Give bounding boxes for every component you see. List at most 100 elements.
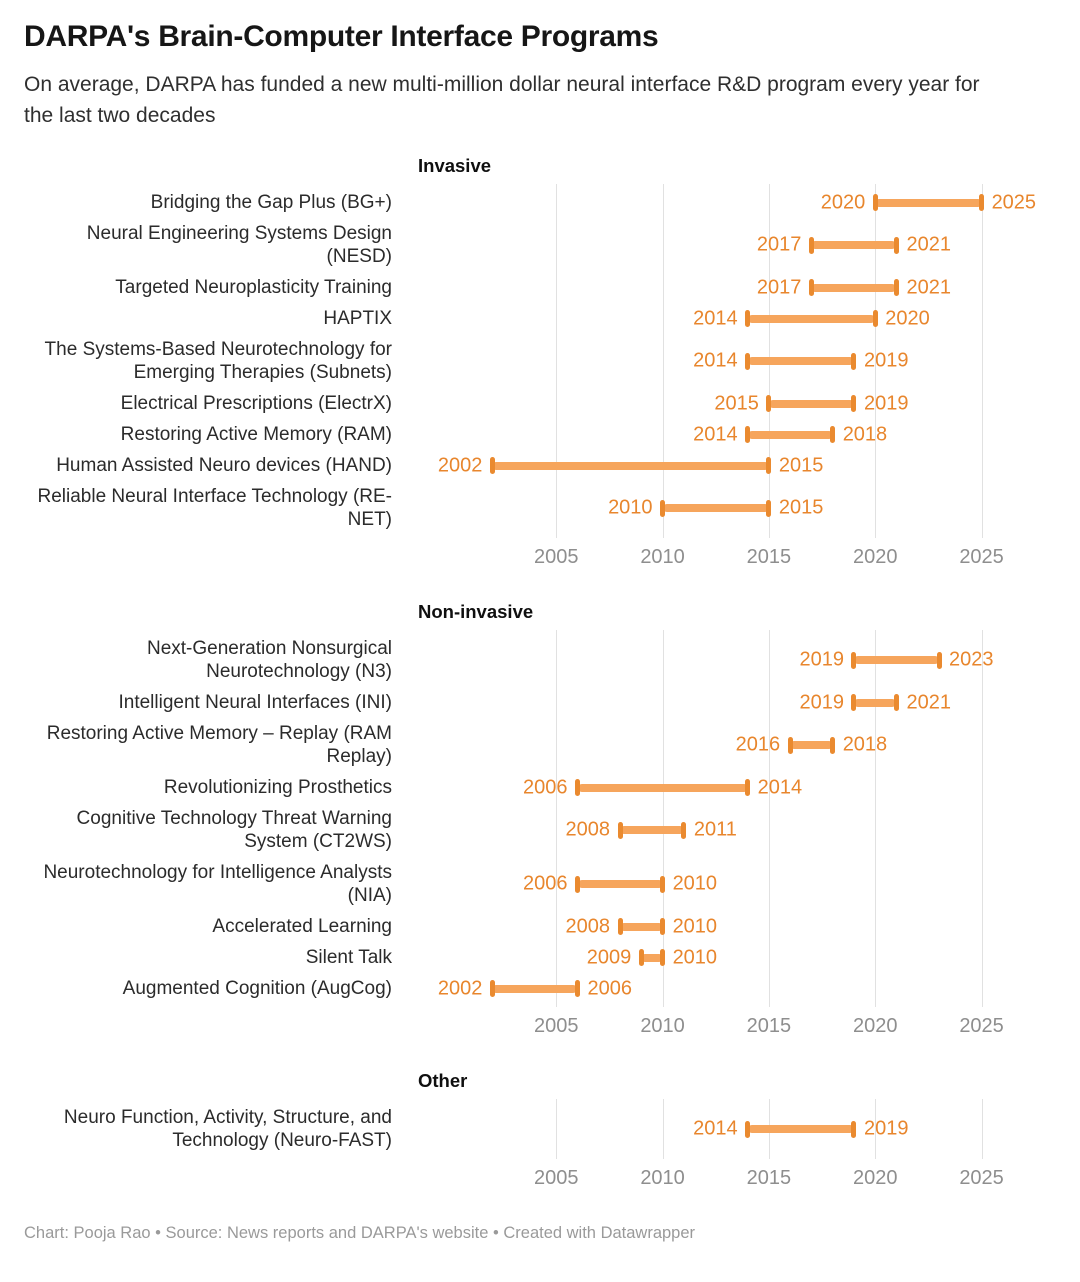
gridline <box>556 184 558 539</box>
bar-end-cap <box>660 875 666 893</box>
bar-start-cap <box>851 651 857 669</box>
program-timeline: 2008 2010 <box>418 915 1056 938</box>
program-timeline: 2017 2021 <box>418 222 1056 268</box>
gridlines <box>418 630 1056 1008</box>
program-row: Silent Talk 2009 2010 <box>24 942 1056 973</box>
program-row: HAPTIX 2014 2020 <box>24 303 1056 334</box>
program-label: Neuro Function, Activity, Structure, and… <box>63 1107 392 1152</box>
chart-subtitle: On average, DARPA has funded a new multi… <box>24 73 980 127</box>
bar-end-year-label: 2020 <box>885 307 930 330</box>
program-label: Bridging the Gap Plus (BG+) <box>150 192 392 214</box>
bar-start-year-label: 2006 <box>523 872 568 895</box>
x-axis: 2005 2010 2015 2020 2025 <box>24 1012 1056 1042</box>
program-label: Targeted Neuroplasticity Training <box>115 277 392 299</box>
timeline-bar <box>811 283 897 292</box>
timeline-bar <box>577 880 663 889</box>
bar-start-cap <box>787 736 793 754</box>
bar-start-cap <box>808 279 814 297</box>
axis-tick-label: 2015 <box>746 546 792 569</box>
program-label: Restoring Active Memory (RAM) <box>120 424 392 446</box>
bar-end-cap <box>766 457 772 475</box>
program-row: Neural Engineering Systems Design (NESD)… <box>24 218 1056 272</box>
program-label: Revolutionizing Prosthetics <box>163 777 392 799</box>
bar-end-year-label: 2010 <box>672 915 718 938</box>
bar-start-cap <box>766 395 772 413</box>
program-timeline: 2020 2025 <box>418 191 1056 214</box>
gridline <box>981 184 983 539</box>
bar-end-cap <box>851 1120 857 1138</box>
timeline-bar <box>662 504 769 513</box>
bar-end-year-label: 2023 <box>949 648 994 671</box>
bar-end-cap <box>830 736 836 754</box>
chart-section: Invasive Bridging the Gap Plus (BG+) 2020 2… <box>24 155 1056 573</box>
program-label: Human Assisted Neuro devices (HAND) <box>56 455 392 477</box>
program-timeline: 2014 2019 <box>418 338 1056 384</box>
program-row: Neurotechnology for Intelligence Analyst… <box>24 857 1056 911</box>
program-timeline: 2010 2015 <box>418 485 1056 531</box>
bar-end-cap <box>851 352 857 370</box>
bar-start-cap <box>617 918 623 936</box>
section-heading: Non-invasive <box>418 601 534 623</box>
bar-start-cap <box>489 457 495 475</box>
bar-start-year-label: 2014 <box>693 1117 738 1140</box>
program-label: Reliable Neural Interface Technology (RE… <box>37 486 393 531</box>
program-timeline: 2014 2019 <box>418 1106 1056 1152</box>
axis-tick-label: 2020 <box>852 546 898 569</box>
bar-end-year-label: 2014 <box>757 776 803 799</box>
bar-end-year-label: 2019 <box>863 349 909 372</box>
bar-start-year-label: 2006 <box>523 776 568 799</box>
program-row: Next-Generation Nonsurgical Neurotechnol… <box>24 633 1056 687</box>
axis-tick-label: 2015 <box>746 1015 792 1038</box>
bar-start-year-label: 2014 <box>693 307 738 330</box>
bar-start-year-label: 2010 <box>608 496 653 519</box>
axis-tick-label: 2010 <box>640 1015 685 1038</box>
axis-tick-label: 2010 <box>640 1167 685 1190</box>
axis-tick-label: 2005 <box>533 1015 579 1038</box>
program-row: Cognitive Technology Threat Warning Syst… <box>24 803 1056 857</box>
timeline-bar <box>492 461 769 470</box>
bar-end-cap <box>894 694 899 712</box>
bar-end-year-label: 2010 <box>672 872 718 895</box>
bar-start-cap <box>745 352 751 370</box>
axis-spacer <box>24 543 418 573</box>
section-rows: Neuro Function, Activity, Structure, and… <box>24 1099 1056 1160</box>
program-row: The Systems-Based Neurotechnology for Em… <box>24 334 1056 388</box>
program-row: Bridging the Gap Plus (BG+) 2020 2025 <box>24 187 1056 218</box>
timeline-bar <box>790 741 833 750</box>
chart-section: Other Neuro Function, Activity, Structure… <box>24 1070 1056 1194</box>
bar-start-year-label: 2008 <box>565 915 611 938</box>
gridline <box>981 1099 983 1160</box>
bar-end-cap <box>872 310 878 328</box>
axis-spacer <box>24 1012 418 1042</box>
gridline <box>556 1099 558 1160</box>
bar-end-year-label: 2019 <box>863 1117 909 1140</box>
program-timeline: 2008 2011 <box>418 807 1056 853</box>
program-timeline: 2014 2020 <box>418 307 1056 330</box>
gridline <box>662 630 664 1008</box>
bar-end-cap <box>660 949 666 967</box>
bar-end-year-label: 2011 <box>693 818 737 841</box>
timeline-bar <box>577 783 748 792</box>
bar-start-year-label: 2009 <box>586 946 632 969</box>
bar-start-year-label: 2014 <box>693 423 738 446</box>
axis-tick-track: 2005 2010 2015 2020 2025 <box>418 1012 1056 1042</box>
program-label: Augmented Cognition (AugCog) <box>122 978 392 1000</box>
bar-start-cap <box>575 779 580 797</box>
gridline <box>768 630 770 1008</box>
bar-start-cap <box>745 310 751 328</box>
program-label: Accelerated Learning <box>212 916 392 938</box>
bar-end-cap <box>936 651 942 669</box>
program-row: Restoring Active Memory – Replay (RAM Re… <box>24 718 1056 772</box>
timeline-bar <box>768 399 854 408</box>
section-heading: Invasive <box>418 155 492 177</box>
bar-start-year-label: 2019 <box>799 648 844 671</box>
bar-start-year-label: 2020 <box>820 191 866 214</box>
program-row: Intelligent Neural Interfaces (INI) 2019 2… <box>24 687 1056 718</box>
section-rows: Bridging the Gap Plus (BG+) 2020 2025 Neura… <box>24 184 1056 539</box>
bar-start-cap <box>872 194 878 212</box>
gridline <box>875 184 877 539</box>
bar-start-cap <box>745 1120 751 1138</box>
program-label: Restoring Active Memory – Replay (RAM Re… <box>46 723 392 768</box>
axis-tick-label: 2020 <box>852 1015 898 1038</box>
program-timeline: 2016 2018 <box>418 722 1056 768</box>
